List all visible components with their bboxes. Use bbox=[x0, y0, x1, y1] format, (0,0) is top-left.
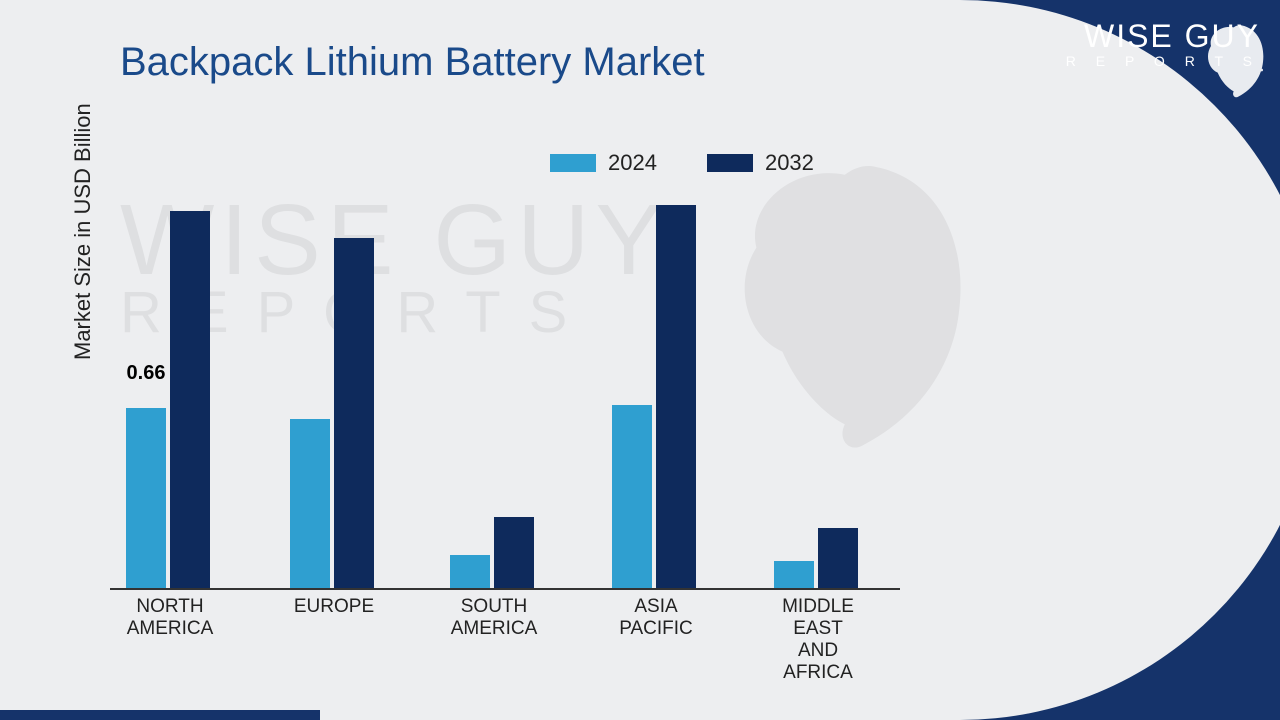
bottom-accent-bar bbox=[0, 710, 320, 720]
category-label: MIDDLEEASTANDAFRICA bbox=[748, 596, 888, 683]
chart-title: Backpack Lithium Battery Market bbox=[120, 40, 705, 85]
bar-2032 bbox=[494, 517, 534, 588]
y-axis-label: Market Size in USD Billion bbox=[70, 103, 96, 360]
bar-2024 bbox=[290, 419, 330, 588]
category-label: SOUTHAMERICA bbox=[424, 596, 564, 640]
bar-2032 bbox=[656, 205, 696, 588]
plot-area: 0.66 bbox=[110, 180, 900, 590]
value-label: 0.66 bbox=[127, 362, 166, 385]
bar-2032 bbox=[818, 528, 858, 588]
stage: WISE GUY REPORTS Backpack Lithium Batter… bbox=[0, 0, 1280, 720]
legend-item-2024: 2024 bbox=[550, 150, 657, 176]
bar-2032 bbox=[170, 211, 210, 588]
x-axis-line bbox=[110, 588, 900, 590]
legend-swatch-2032 bbox=[707, 154, 753, 172]
right-brand-panel bbox=[960, 0, 1280, 720]
legend-label-2024: 2024 bbox=[608, 150, 657, 176]
category-label: NORTHAMERICA bbox=[100, 596, 240, 640]
bar-2024 bbox=[126, 408, 166, 588]
legend-item-2032: 2032 bbox=[707, 150, 814, 176]
chart-area: 0.66 NORTHAMERICAEUROPESOUTHAMERICAASIAP… bbox=[110, 180, 900, 590]
category-label: EUROPE bbox=[264, 596, 404, 618]
category-label: ASIAPACIFIC bbox=[586, 596, 726, 640]
bar-2024 bbox=[450, 555, 490, 588]
legend: 2024 2032 bbox=[550, 150, 814, 176]
brand-head-icon bbox=[1200, 22, 1270, 102]
bar-2024 bbox=[612, 405, 652, 588]
legend-swatch-2024 bbox=[550, 154, 596, 172]
legend-label-2032: 2032 bbox=[765, 150, 814, 176]
bar-2024 bbox=[774, 561, 814, 588]
bar-2032 bbox=[334, 238, 374, 588]
